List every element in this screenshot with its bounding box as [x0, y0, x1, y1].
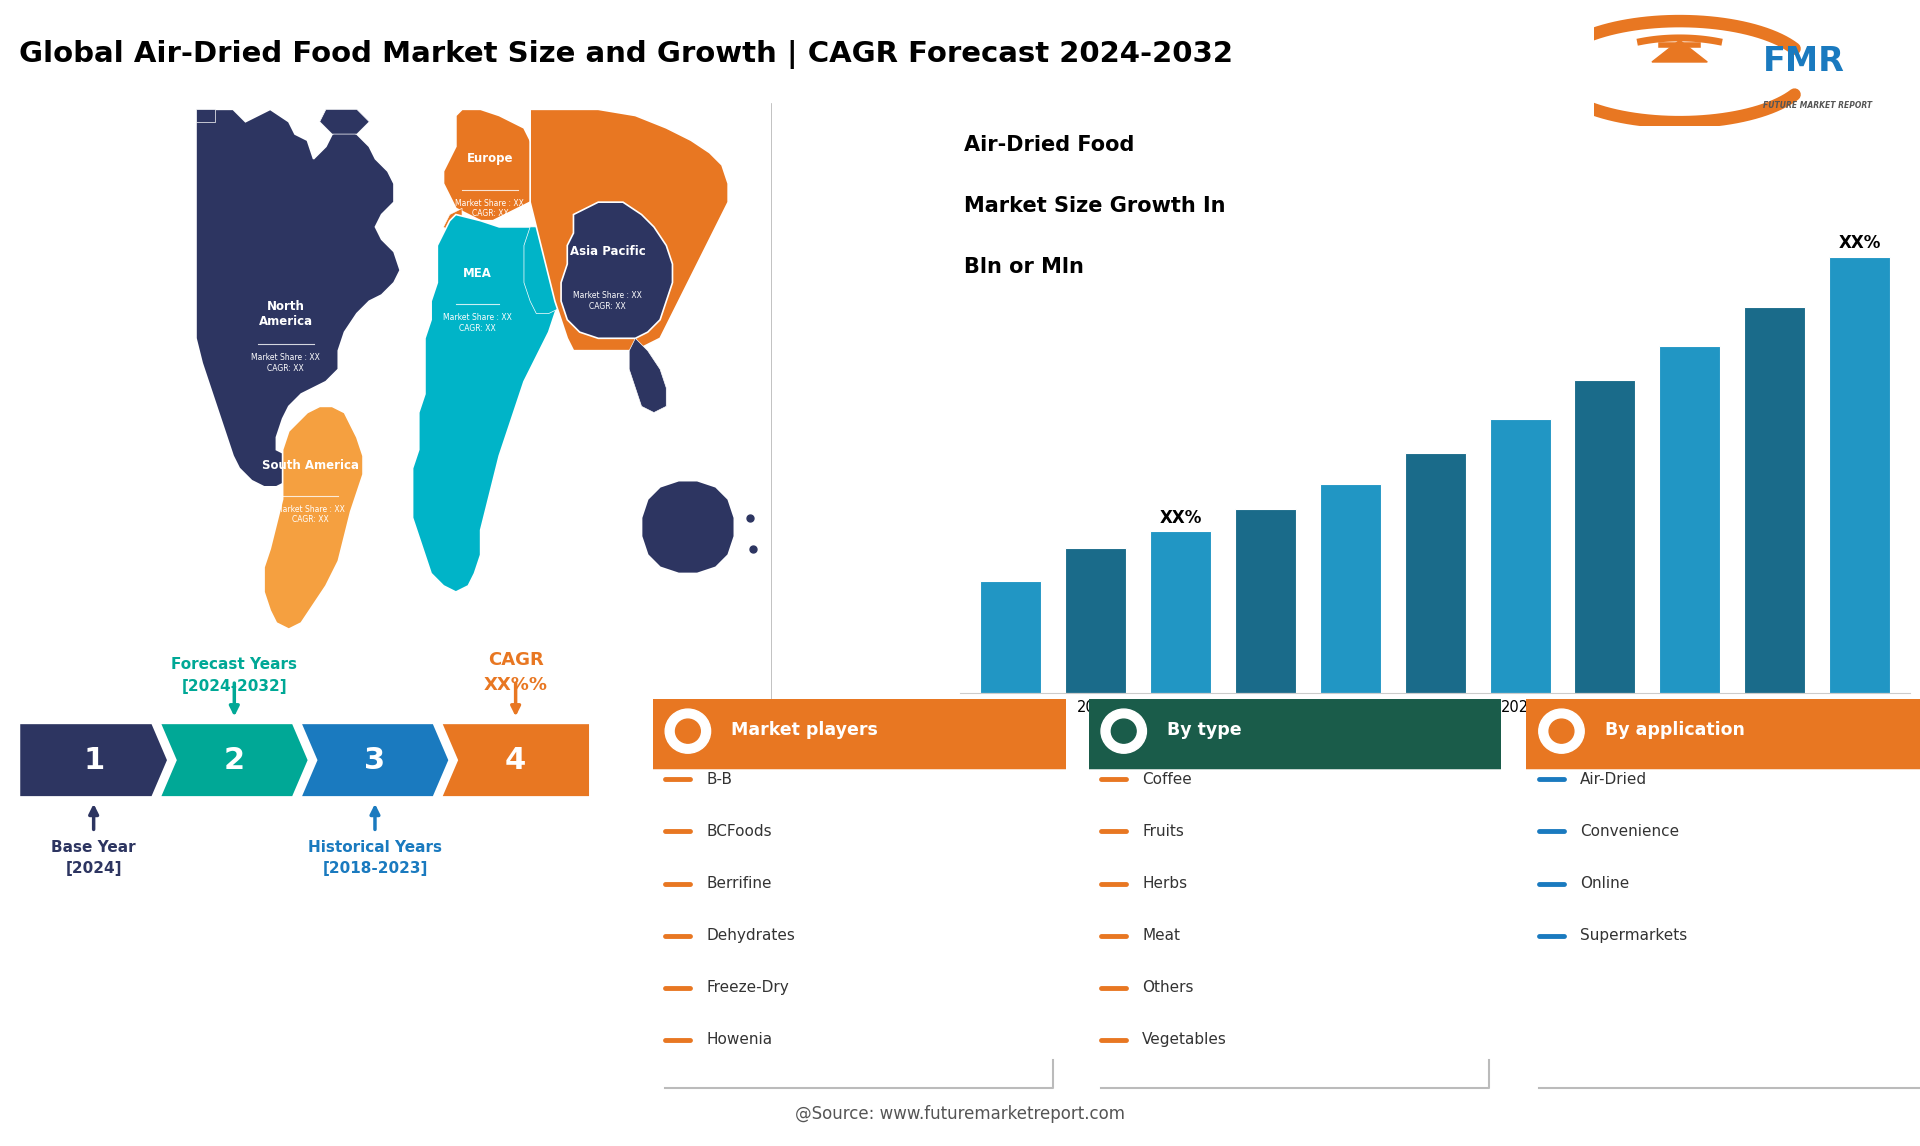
Bar: [1659, 346, 1720, 693]
Bar: [1574, 380, 1636, 693]
Polygon shape: [524, 227, 574, 314]
Text: Market Share : XX
CAGR: XX: Market Share : XX CAGR: XX: [455, 198, 524, 218]
Text: Supermarkets: Supermarkets: [1580, 928, 1688, 943]
Polygon shape: [444, 109, 549, 221]
Text: @Source: www.futuremarketreport.com: @Source: www.futuremarketreport.com: [795, 1106, 1125, 1123]
Text: 1: 1: [83, 746, 104, 775]
FancyBboxPatch shape: [643, 693, 1075, 769]
Text: XX%: XX%: [1160, 509, 1202, 527]
Text: Market Share : XX
CAGR: XX: Market Share : XX CAGR: XX: [572, 291, 641, 311]
Circle shape: [676, 720, 701, 744]
Text: Convenience: Convenience: [1580, 824, 1680, 839]
Bar: [1235, 509, 1296, 693]
Text: 3: 3: [365, 746, 386, 775]
Text: Europe: Europe: [467, 152, 513, 165]
Text: Fruits: Fruits: [1142, 824, 1185, 839]
Text: Air-Dried: Air-Dried: [1580, 771, 1647, 787]
Text: FUTURE MARKET REPORT: FUTURE MARKET REPORT: [1763, 101, 1872, 110]
Text: Base Year: Base Year: [52, 840, 136, 855]
Polygon shape: [196, 109, 215, 121]
Polygon shape: [444, 209, 463, 233]
Text: Market Share : XX
CAGR: XX: Market Share : XX CAGR: XX: [252, 353, 321, 372]
Text: FMR: FMR: [1763, 46, 1845, 78]
Bar: [981, 581, 1041, 693]
Text: Market players: Market players: [732, 721, 877, 739]
Text: BCFoods: BCFoods: [707, 824, 772, 839]
Polygon shape: [561, 202, 672, 338]
Bar: [1150, 531, 1212, 693]
Polygon shape: [196, 109, 399, 487]
Text: Coffee: Coffee: [1142, 771, 1192, 787]
Text: Air-Dried Food: Air-Dried Food: [964, 135, 1135, 155]
Polygon shape: [19, 723, 169, 798]
Text: XX%%: XX%%: [484, 676, 547, 693]
Text: Vegetables: Vegetables: [1142, 1033, 1227, 1047]
Text: Dehydrates: Dehydrates: [707, 928, 795, 943]
Polygon shape: [630, 338, 666, 413]
Bar: [1743, 307, 1805, 693]
Bar: [1830, 257, 1889, 693]
Bar: [1066, 548, 1127, 693]
Text: Meat: Meat: [1142, 928, 1181, 943]
Text: CAGR: CAGR: [488, 651, 543, 668]
Text: B-B: B-B: [707, 771, 732, 787]
Text: Forecast Years: Forecast Years: [171, 658, 298, 673]
Polygon shape: [1651, 40, 1707, 62]
Bar: [1405, 453, 1465, 693]
Polygon shape: [530, 109, 728, 351]
Text: Berrifine: Berrifine: [707, 876, 772, 892]
Circle shape: [1112, 720, 1137, 744]
Circle shape: [1100, 709, 1146, 753]
Polygon shape: [159, 723, 309, 798]
Text: Online: Online: [1580, 876, 1630, 892]
Text: Herbs: Herbs: [1142, 876, 1187, 892]
Text: Market Share : XX
CAGR: XX: Market Share : XX CAGR: XX: [276, 505, 346, 525]
Text: Asia Pacific: Asia Pacific: [570, 245, 645, 258]
Text: Others: Others: [1142, 980, 1194, 996]
Polygon shape: [641, 480, 733, 573]
Text: Market Size Growth In: Market Size Growth In: [964, 196, 1225, 215]
Text: [2024-2032]: [2024-2032]: [182, 678, 288, 693]
Text: South America: South America: [261, 458, 359, 472]
Text: [2018-2023]: [2018-2023]: [323, 862, 428, 877]
FancyBboxPatch shape: [1079, 693, 1511, 769]
Text: Bln or Mln: Bln or Mln: [964, 257, 1085, 277]
Bar: [1490, 419, 1551, 693]
Circle shape: [1549, 720, 1574, 744]
Text: North
America: North America: [259, 299, 313, 328]
Text: Freeze-Dry: Freeze-Dry: [707, 980, 789, 996]
Bar: [1319, 484, 1380, 693]
FancyBboxPatch shape: [1517, 693, 1920, 769]
Text: [2024]: [2024]: [65, 862, 121, 877]
Text: 4: 4: [505, 746, 526, 775]
Polygon shape: [321, 109, 369, 134]
Polygon shape: [301, 723, 449, 798]
Text: MEA: MEA: [463, 267, 492, 280]
Circle shape: [1538, 709, 1584, 753]
Text: Howenia: Howenia: [707, 1033, 772, 1047]
Circle shape: [664, 709, 710, 753]
Text: By type: By type: [1167, 721, 1242, 739]
Text: XX%: XX%: [1837, 235, 1882, 252]
Text: Historical Years: Historical Years: [307, 840, 442, 855]
Polygon shape: [413, 214, 561, 592]
Text: By application: By application: [1605, 721, 1745, 739]
Text: 2: 2: [225, 746, 246, 775]
Text: Market Share : XX
CAGR: XX: Market Share : XX CAGR: XX: [444, 313, 513, 332]
Text: Global Air-Dried Food Market Size and Growth | CAGR Forecast 2024-2032: Global Air-Dried Food Market Size and Gr…: [19, 40, 1233, 69]
Polygon shape: [265, 407, 363, 629]
Polygon shape: [442, 723, 589, 798]
